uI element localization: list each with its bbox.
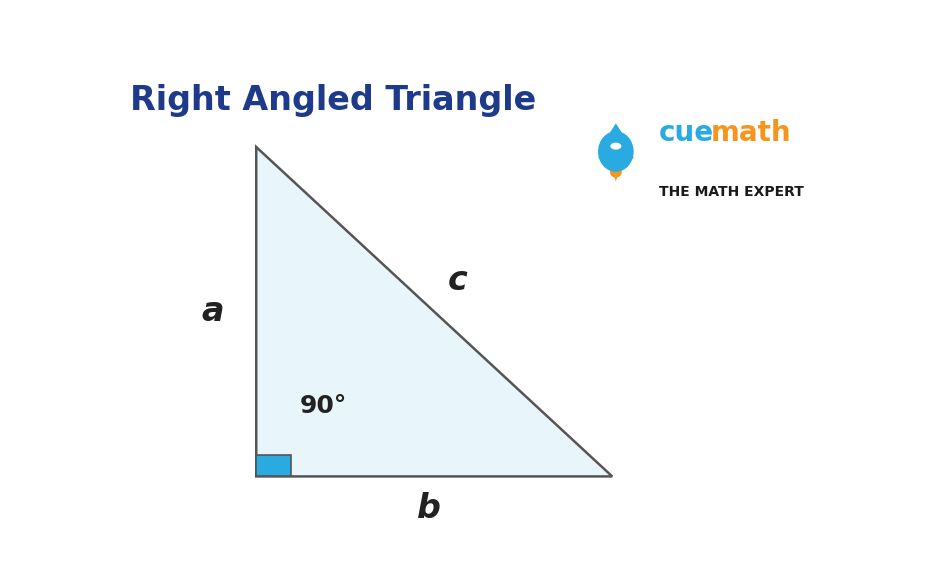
Text: math: math: [710, 120, 791, 148]
Text: Right Angled Triangle: Right Angled Triangle: [130, 84, 536, 117]
Polygon shape: [623, 157, 633, 168]
Text: 90°: 90°: [299, 394, 347, 418]
Text: cue: cue: [658, 120, 714, 148]
Ellipse shape: [597, 131, 633, 172]
Text: b: b: [416, 492, 440, 526]
Polygon shape: [256, 147, 612, 476]
Text: THE MATH EXPERT: THE MATH EXPERT: [658, 185, 803, 199]
Polygon shape: [611, 168, 620, 181]
Text: a: a: [202, 295, 224, 328]
Polygon shape: [603, 124, 627, 142]
Circle shape: [610, 142, 621, 149]
Polygon shape: [597, 157, 607, 168]
Text: c: c: [447, 264, 467, 297]
Ellipse shape: [609, 166, 621, 178]
Bar: [256, 455, 290, 476]
